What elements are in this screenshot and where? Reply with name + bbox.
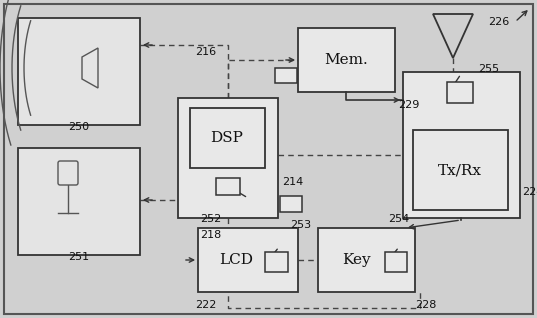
- Bar: [318, 228, 415, 292]
- Text: 229: 229: [398, 100, 419, 110]
- Bar: [385, 252, 407, 272]
- Text: 252: 252: [200, 214, 221, 224]
- Bar: [403, 72, 520, 218]
- Text: 216: 216: [195, 47, 216, 57]
- Text: 250: 250: [68, 122, 89, 132]
- Text: LCD: LCD: [219, 253, 253, 267]
- Polygon shape: [433, 14, 473, 58]
- Text: Tx/Rx: Tx/Rx: [438, 163, 482, 177]
- Text: 251: 251: [68, 252, 89, 262]
- Text: Mem.: Mem.: [324, 53, 368, 67]
- Text: DSP: DSP: [211, 131, 243, 145]
- Bar: [275, 68, 297, 83]
- Text: 226: 226: [488, 17, 509, 27]
- Text: 255: 255: [478, 64, 499, 74]
- Bar: [447, 82, 473, 103]
- Text: 218: 218: [200, 230, 221, 240]
- Bar: [18, 148, 140, 255]
- Text: 254: 254: [388, 214, 409, 224]
- Bar: [280, 196, 302, 212]
- FancyBboxPatch shape: [58, 161, 78, 185]
- Text: 224: 224: [522, 187, 537, 197]
- Bar: [198, 228, 298, 292]
- Bar: [413, 130, 508, 210]
- Bar: [190, 108, 265, 168]
- Polygon shape: [82, 48, 98, 88]
- Text: 253: 253: [290, 220, 311, 230]
- Text: 214: 214: [282, 177, 303, 187]
- Bar: [265, 252, 288, 272]
- Bar: [178, 98, 278, 218]
- Bar: [18, 18, 140, 125]
- Bar: [298, 28, 395, 92]
- Text: Key: Key: [342, 253, 371, 267]
- Text: 228: 228: [415, 300, 437, 310]
- Bar: [216, 178, 240, 195]
- Text: 222: 222: [195, 300, 216, 310]
